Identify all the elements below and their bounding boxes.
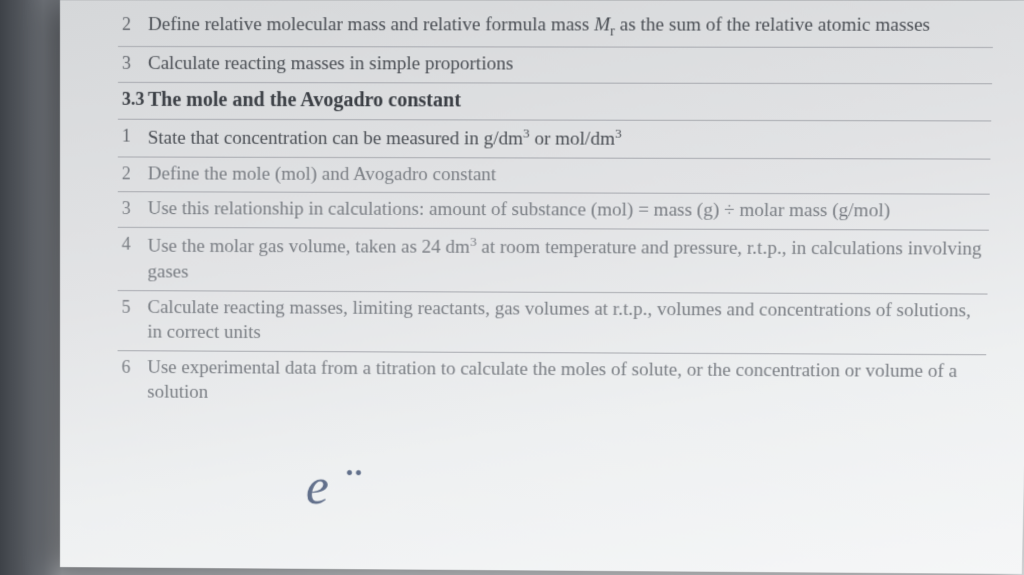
learning-objective-row: 4Use the molar gas volume, taken as 24 d… bbox=[118, 228, 989, 294]
book-spine-shadow bbox=[0, 0, 62, 575]
learning-objective-row: 2Define the mole (mol) and Avogadro cons… bbox=[118, 157, 991, 195]
row-number: 4 bbox=[118, 232, 148, 255]
row-text: The mole and the Avogadro constant bbox=[148, 87, 992, 116]
learning-objective-row: 3Calculate reacting masses in simple pro… bbox=[118, 47, 993, 84]
row-text: Calculate reacting masses in simple prop… bbox=[148, 51, 993, 78]
row-number: 6 bbox=[118, 355, 148, 378]
row-text: Use this relationship in calculations: a… bbox=[148, 197, 990, 225]
row-number: 1 bbox=[118, 123, 148, 146]
row-number: 2 bbox=[118, 161, 148, 184]
row-text: Use experimental data from a titration t… bbox=[147, 355, 986, 410]
row-number: 3 bbox=[118, 196, 148, 219]
handwritten-annotation: e ¨ bbox=[306, 458, 984, 520]
row-text: Define the mole (mol) and Avogadro const… bbox=[148, 161, 991, 189]
learning-objective-row: 6Use experimental data from a titration … bbox=[117, 351, 986, 415]
section-heading-row: 3.3The mole and the Avogadro constant bbox=[118, 83, 992, 122]
row-text: Calculate reacting masses, limiting reac… bbox=[147, 295, 987, 349]
page-content: 2Define relative molecular mass and rela… bbox=[60, 0, 1024, 541]
learning-objective-row: 5Calculate reacting masses, limiting rea… bbox=[118, 291, 988, 355]
learning-objective-row: 1State that concentration can be measure… bbox=[118, 119, 991, 159]
row-number: 5 bbox=[118, 295, 148, 318]
row-number: 3 bbox=[118, 51, 148, 74]
row-text: Use the molar gas volume, taken as 24 dm… bbox=[147, 232, 988, 288]
learning-objective-row: 2Define relative molecular mass and rela… bbox=[118, 8, 994, 48]
row-text: Define relative molecular mass and relat… bbox=[148, 12, 994, 42]
row-number: 2 bbox=[118, 12, 148, 35]
row-text: State that concentration can be measured… bbox=[148, 123, 991, 153]
textbook-page: 2Define relative molecular mass and rela… bbox=[60, 0, 1024, 574]
row-number: 3.3 bbox=[118, 87, 148, 110]
learning-objective-row: 3Use this relationship in calculations: … bbox=[118, 192, 990, 230]
